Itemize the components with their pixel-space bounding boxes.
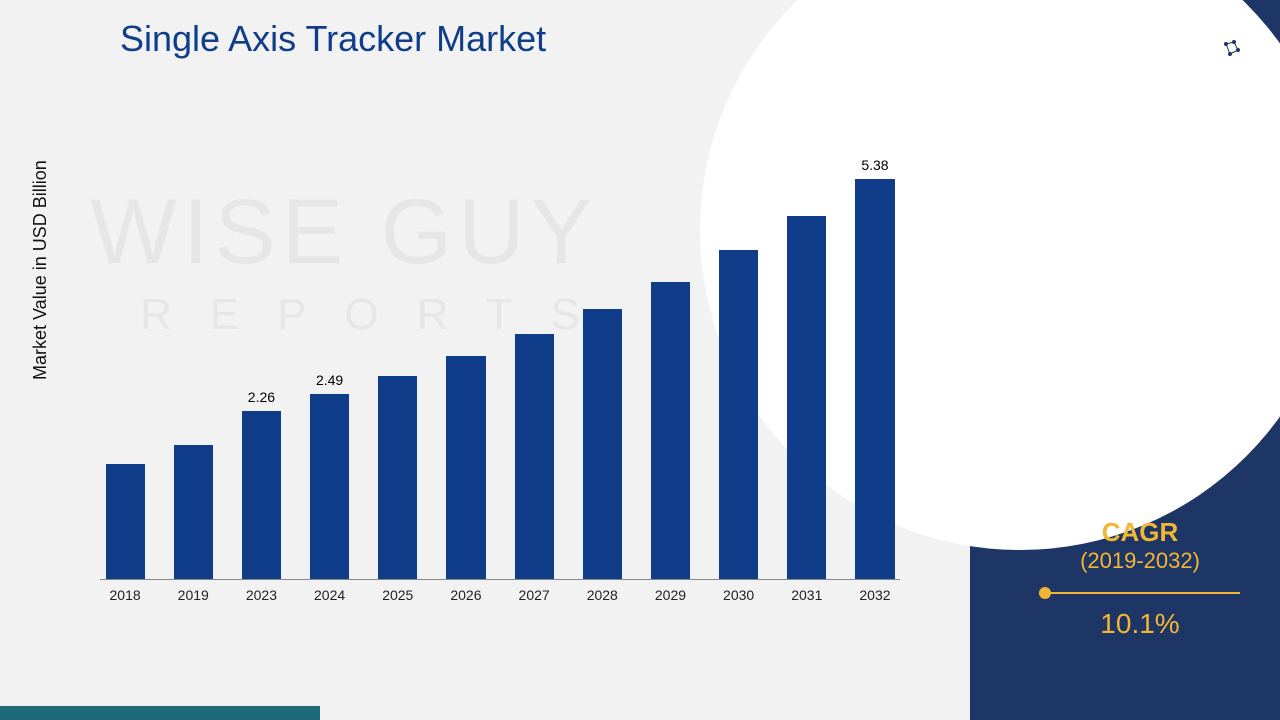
- bar: [515, 334, 554, 579]
- bottom-accent-bar: [0, 706, 320, 720]
- bar: [310, 394, 349, 579]
- x-axis-label: 2030: [714, 587, 764, 603]
- bar-slot: 2.26: [236, 150, 286, 579]
- bar: [378, 376, 417, 579]
- x-axis-label: 2026: [441, 587, 491, 603]
- bar-slot: [509, 150, 559, 579]
- x-labels-container: 2018 2019 2023 2024 2025 2026 2027 2028 2029 2030…: [100, 587, 900, 603]
- bar-slot: [577, 150, 627, 579]
- x-axis-label: 2032: [850, 587, 900, 603]
- bar: [106, 464, 145, 579]
- chart-area: Market Value in USD Billion 2.262.495.38…: [80, 150, 900, 610]
- bar: [855, 179, 894, 579]
- cagr-value: 10.1%: [1040, 608, 1240, 640]
- x-axis-label: 2018: [100, 587, 150, 603]
- x-axis-label: 2029: [645, 587, 695, 603]
- bar-slot: [373, 150, 423, 579]
- brand-line2: REPORTS: [1056, 74, 1250, 92]
- bar: [174, 445, 213, 579]
- brand-logo: WISE GUY REPORTS: [1050, 28, 1250, 92]
- y-axis-label: Market Value in USD Billion: [30, 160, 51, 380]
- bar: [242, 411, 281, 579]
- x-axis-label: 2025: [373, 587, 423, 603]
- bar-slot: [168, 150, 218, 579]
- bar: [719, 250, 758, 579]
- bar-slot: [714, 150, 764, 579]
- chart-title: Single Axis Tracker Market: [120, 18, 546, 60]
- bar-slot: [441, 150, 491, 579]
- bar: [583, 309, 622, 579]
- cagr-title: CAGR: [1040, 517, 1240, 548]
- cagr-divider: [1040, 592, 1240, 594]
- bar: [446, 356, 485, 579]
- bar-slot: 2.49: [305, 150, 355, 579]
- x-axis-label: 2019: [168, 587, 218, 603]
- bar-value-label: 2.26: [248, 389, 275, 407]
- bar-slot: [782, 150, 832, 579]
- main-container: WISE GUY REPORTS Single Axis Tracker Mar…: [0, 0, 1280, 720]
- cagr-range: (2019-2032): [1040, 548, 1240, 574]
- plot: 2.262.495.38 201820192023202420252026202…: [100, 150, 900, 580]
- bar: [787, 216, 826, 579]
- x-axis-label: 2024: [305, 587, 355, 603]
- head-icon: [1212, 28, 1250, 74]
- brand-line1: WISE GUY: [1050, 28, 1250, 74]
- brand-text-1: WISE GUY: [1050, 34, 1208, 68]
- bar: [651, 282, 690, 579]
- bar-value-label: 2.49: [316, 372, 343, 390]
- x-axis-label: 2027: [509, 587, 559, 603]
- bar-slot: [100, 150, 150, 579]
- bar-slot: [645, 150, 695, 579]
- bars-container: 2.26 2.49 5.38: [100, 150, 900, 579]
- bar-value-label: 5.38: [861, 157, 888, 175]
- x-axis-label: 2031: [782, 587, 832, 603]
- bar-slot: 5.38: [850, 150, 900, 579]
- cagr-block: CAGR (2019-2032) 10.1%: [1040, 517, 1240, 640]
- cagr-dot-icon: [1039, 587, 1051, 599]
- x-axis-label: 2023: [236, 587, 286, 603]
- x-axis-label: 2028: [577, 587, 627, 603]
